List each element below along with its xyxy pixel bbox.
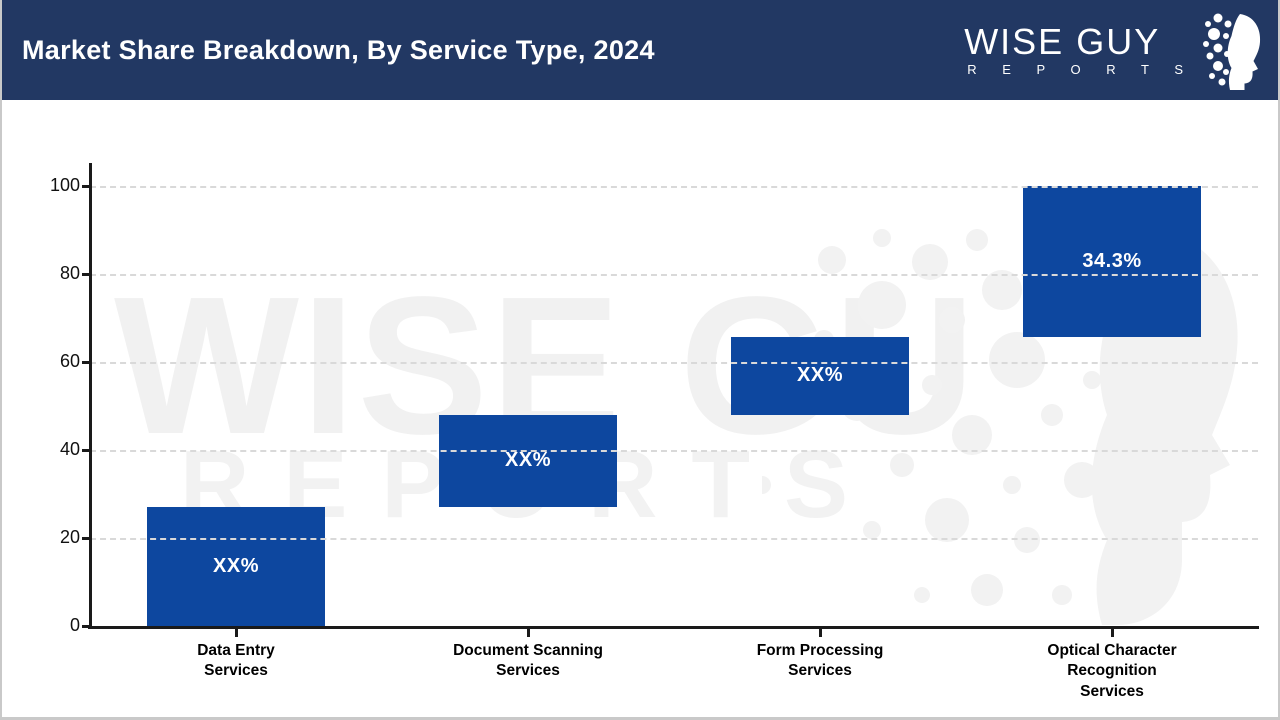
bar-value-label: 34.3% [1082, 249, 1142, 272]
x-category-label: Form Processing Services [756, 642, 884, 680]
logo-wordmark: WISE GUY [964, 21, 1161, 62]
bar: XX% [147, 507, 325, 626]
y-tick-label: 0 [69, 615, 80, 635]
x-tick-mark [235, 628, 238, 637]
bar-value-label: XX% [505, 449, 551, 472]
bar-value-label: XX% [213, 555, 259, 578]
y-tick-mark [82, 361, 90, 364]
y-tick-label: 100 [49, 175, 80, 195]
y-tick-label: 40 [59, 439, 80, 459]
bar: 34.3% [1023, 186, 1201, 337]
y-tick-mark [82, 537, 90, 540]
page-title: Market Share Breakdown, By Service Type,… [22, 34, 655, 65]
x-tick-mark [819, 628, 822, 637]
logo-subtitle: R E P O R T S [967, 62, 1194, 77]
x-tick-mark [527, 628, 530, 637]
gridline [90, 450, 1258, 452]
bar: XX% [731, 336, 909, 415]
gridline [90, 274, 1258, 276]
y-tick-label: 20 [59, 527, 80, 547]
y-tick-mark [82, 449, 90, 452]
header-bar: Market Share Breakdown, By Service Type,… [2, 0, 1278, 100]
y-tick-mark [82, 185, 90, 188]
gridline [90, 362, 1258, 364]
wiseguy-head-icon [1203, 13, 1261, 90]
y-tick-label: 80 [59, 263, 80, 283]
y-tick-mark [82, 625, 90, 628]
y-axis-line [89, 163, 92, 628]
x-category-label: Document Scanning Services [453, 642, 603, 680]
y-tick-mark [82, 273, 90, 276]
wiseguy-logo: WISE GUY R E P O R T S [964, 10, 1278, 90]
x-axis-line [88, 626, 1259, 629]
bar: XX% [439, 414, 617, 508]
x-tick-mark [1111, 628, 1114, 637]
bar-value-label: XX% [797, 364, 843, 387]
y-tick-label: 60 [59, 351, 80, 371]
x-category-label: Optical Character Recognition Services [1047, 642, 1177, 700]
gridline [90, 538, 1258, 540]
gridline [90, 186, 1258, 188]
x-category-label: Data Entry Services [197, 642, 275, 680]
